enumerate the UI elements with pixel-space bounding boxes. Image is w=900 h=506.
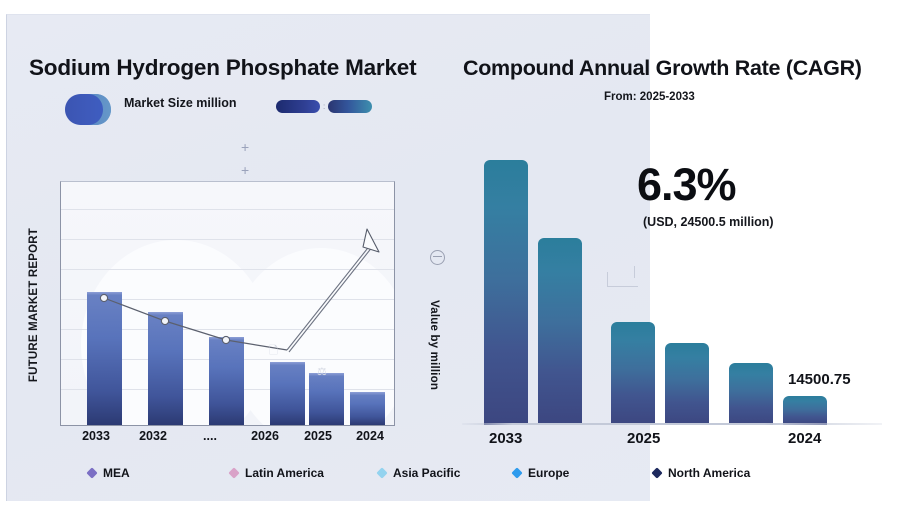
legend-marker-icon bbox=[228, 467, 240, 479]
legend-label: Europe bbox=[528, 466, 570, 480]
xtick-2033: 2033 bbox=[82, 429, 110, 443]
cagr-xtick-2025: 2025 bbox=[627, 430, 661, 447]
cagr-bar-2025-primary bbox=[611, 322, 655, 425]
right-axis-label: Value by million bbox=[428, 300, 440, 391]
bar-2025 bbox=[309, 373, 344, 425]
ghost-bracket-decor bbox=[607, 272, 638, 287]
cagr-title: Compound Annual Growth Rate (CAGR) bbox=[463, 56, 862, 80]
legend-item-north-america[interactable]: North America bbox=[651, 466, 751, 480]
legend-label: MEA bbox=[103, 466, 130, 480]
ghost-doc-icon: 🗋 bbox=[269, 345, 278, 357]
cagr-subtitle: From: 2025-2033 bbox=[604, 91, 695, 103]
xtick-2032: 2032 bbox=[139, 429, 167, 443]
bar-2024 bbox=[350, 392, 385, 425]
ghost-tag-icon: ⚖ bbox=[317, 366, 327, 378]
legend-marker-icon bbox=[376, 467, 388, 479]
legend-label: Asia Pacific bbox=[393, 466, 461, 480]
cagr-baseline bbox=[462, 423, 882, 425]
cagr-bar-2024-primary bbox=[729, 363, 773, 425]
legend-marker-icon bbox=[86, 467, 98, 479]
plus-decor-icon-1: + bbox=[241, 139, 250, 155]
legend-label: North America bbox=[668, 466, 751, 480]
left-axis-label: FUTURE MARKET REPORT bbox=[28, 228, 40, 383]
legend-item-europe[interactable]: Europe bbox=[511, 466, 570, 480]
bar-2026 bbox=[270, 362, 305, 425]
plus-decor-icon-2: + bbox=[241, 162, 250, 178]
minus-circle-icon bbox=[430, 250, 445, 265]
legend-marker-icon bbox=[511, 467, 523, 479]
pill-swatch-primary bbox=[276, 100, 320, 113]
cagr-bar-2025-secondary bbox=[665, 343, 709, 425]
gridline bbox=[61, 209, 394, 210]
cagr-note: (USD, 24500.5 million) bbox=[643, 215, 774, 229]
pill-separator: : bbox=[323, 101, 326, 111]
market-logo-icon bbox=[65, 94, 111, 125]
gridline bbox=[61, 239, 394, 240]
cagr-value: 6.3% bbox=[637, 159, 737, 210]
cagr-xtick-2033: 2033 bbox=[489, 430, 523, 447]
bar-dots bbox=[209, 337, 244, 425]
left-page-title: Sodium Hydrogen Phosphate Market bbox=[29, 55, 417, 80]
bar-2032 bbox=[148, 312, 183, 425]
market-size-caption: Market Size million bbox=[124, 96, 237, 110]
xtick-2025: 2025 bbox=[304, 429, 332, 443]
cagr-value-label: 14500.75 bbox=[788, 371, 851, 388]
market-size-chart: 🗋 ⚖ bbox=[60, 181, 395, 426]
region-legend: MEA Latin America Asia Pacific Europe No… bbox=[0, 463, 900, 487]
cagr-bar-2033-primary bbox=[484, 160, 528, 425]
legend-item-latin-america[interactable]: Latin America bbox=[228, 466, 324, 480]
legend-label: Latin America bbox=[245, 466, 324, 480]
ghost-bracket-decor-2 bbox=[634, 266, 635, 278]
legend-item-mea[interactable]: MEA bbox=[86, 466, 130, 480]
cagr-bar-2033-secondary bbox=[538, 238, 582, 425]
growth-arrow-icon bbox=[286, 228, 380, 353]
gridline bbox=[61, 329, 394, 330]
cagr-bar-2024-secondary bbox=[783, 396, 827, 425]
legend-item-asia-pacific[interactable]: Asia Pacific bbox=[376, 466, 461, 480]
xtick-ellipsis: .... bbox=[203, 429, 217, 443]
gridline bbox=[61, 269, 394, 270]
legend-marker-icon bbox=[651, 467, 663, 479]
trend-line-series bbox=[99, 293, 288, 351]
pill-legend-group: : bbox=[276, 100, 373, 113]
xtick-2024: 2024 bbox=[356, 429, 384, 443]
pill-swatch-secondary bbox=[328, 100, 373, 113]
gridline bbox=[61, 299, 394, 300]
cagr-xtick-2024: 2024 bbox=[788, 430, 822, 447]
bar-2033 bbox=[87, 292, 122, 425]
xtick-2026: 2026 bbox=[251, 429, 279, 443]
